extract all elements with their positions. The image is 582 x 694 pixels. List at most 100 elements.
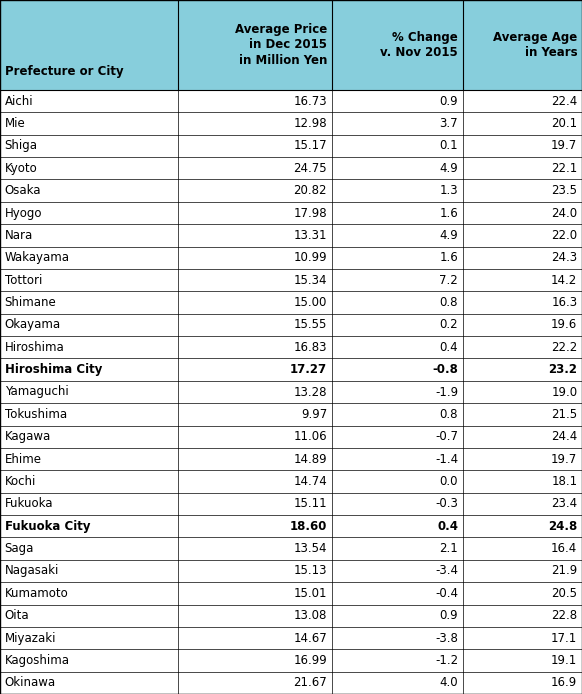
Text: 1.6: 1.6 (439, 207, 458, 219)
Text: 0.8: 0.8 (439, 296, 458, 309)
Text: 12.98: 12.98 (293, 117, 327, 130)
Text: -1.2: -1.2 (435, 654, 458, 667)
Text: 16.83: 16.83 (293, 341, 327, 354)
Text: 19.0: 19.0 (551, 385, 577, 398)
Text: Shimane: Shimane (5, 296, 56, 309)
Text: 14.89: 14.89 (293, 452, 327, 466)
Text: -3.8: -3.8 (435, 632, 458, 645)
Text: 19.7: 19.7 (551, 139, 577, 153)
Text: -1.9: -1.9 (435, 385, 458, 398)
Text: 14.67: 14.67 (293, 632, 327, 645)
Text: Average Price
in Dec 2015
in Million Yen: Average Price in Dec 2015 in Million Yen (235, 24, 327, 67)
Text: 23.5: 23.5 (551, 184, 577, 197)
Text: Wakayama: Wakayama (5, 251, 70, 264)
Text: Oita: Oita (5, 609, 29, 623)
Text: 15.55: 15.55 (294, 319, 327, 332)
Text: Okinawa: Okinawa (5, 677, 56, 689)
Text: Average Age
in Years: Average Age in Years (493, 31, 577, 59)
Text: 23.4: 23.4 (551, 498, 577, 510)
Text: 13.54: 13.54 (293, 542, 327, 555)
Text: 20.5: 20.5 (551, 587, 577, 600)
Text: 19.6: 19.6 (551, 319, 577, 332)
Text: Miyazaki: Miyazaki (5, 632, 56, 645)
Text: 18.60: 18.60 (290, 520, 327, 533)
Text: Kyoto: Kyoto (5, 162, 37, 175)
Text: 0.1: 0.1 (439, 139, 458, 153)
Text: 7.2: 7.2 (439, 273, 458, 287)
Text: 15.34: 15.34 (293, 273, 327, 287)
Text: 24.4: 24.4 (551, 430, 577, 443)
Text: 1.3: 1.3 (439, 184, 458, 197)
Text: Okayama: Okayama (5, 319, 61, 332)
Text: 15.17: 15.17 (293, 139, 327, 153)
Text: Kagoshima: Kagoshima (5, 654, 70, 667)
Text: Tokushima: Tokushima (5, 408, 67, 421)
Text: 21.5: 21.5 (551, 408, 577, 421)
Text: 0.8: 0.8 (439, 408, 458, 421)
Text: 24.0: 24.0 (551, 207, 577, 219)
Text: 16.99: 16.99 (293, 654, 327, 667)
Text: 21.67: 21.67 (293, 677, 327, 689)
Text: 19.7: 19.7 (551, 452, 577, 466)
Text: 20.82: 20.82 (293, 184, 327, 197)
Text: 14.2: 14.2 (551, 273, 577, 287)
Text: Kochi: Kochi (5, 475, 36, 488)
Text: 15.13: 15.13 (293, 564, 327, 577)
Text: Yamaguchi: Yamaguchi (5, 385, 69, 398)
Text: 17.98: 17.98 (293, 207, 327, 219)
Text: Hiroshima: Hiroshima (5, 341, 65, 354)
Text: -0.3: -0.3 (435, 498, 458, 510)
Text: Nara: Nara (5, 229, 33, 242)
Text: 4.9: 4.9 (439, 162, 458, 175)
Text: 20.1: 20.1 (551, 117, 577, 130)
Text: 1.6: 1.6 (439, 251, 458, 264)
Text: 16.73: 16.73 (293, 94, 327, 108)
Text: 16.9: 16.9 (551, 677, 577, 689)
Text: Osaka: Osaka (5, 184, 41, 197)
Text: 3.7: 3.7 (439, 117, 458, 130)
Text: 22.4: 22.4 (551, 94, 577, 108)
Text: 18.1: 18.1 (551, 475, 577, 488)
Text: Prefecture or City: Prefecture or City (5, 65, 123, 78)
Text: 15.01: 15.01 (293, 587, 327, 600)
Text: Kagawa: Kagawa (5, 430, 51, 443)
Text: Nagasaki: Nagasaki (5, 564, 59, 577)
Text: -3.4: -3.4 (435, 564, 458, 577)
Text: 9.97: 9.97 (301, 408, 327, 421)
Text: Mie: Mie (5, 117, 26, 130)
Text: Tottori: Tottori (5, 273, 42, 287)
Text: 15.11: 15.11 (293, 498, 327, 510)
Text: 11.06: 11.06 (293, 430, 327, 443)
Text: 4.9: 4.9 (439, 229, 458, 242)
Text: 0.4: 0.4 (439, 341, 458, 354)
Text: 16.3: 16.3 (551, 296, 577, 309)
Text: 10.99: 10.99 (293, 251, 327, 264)
Text: Fukuoka: Fukuoka (5, 498, 53, 510)
Text: 21.9: 21.9 (551, 564, 577, 577)
Text: 24.75: 24.75 (293, 162, 327, 175)
Text: 0.9: 0.9 (439, 609, 458, 623)
Text: Ehime: Ehime (5, 452, 42, 466)
Text: 4.0: 4.0 (439, 677, 458, 689)
Text: -1.4: -1.4 (435, 452, 458, 466)
Text: % Change
v. Nov 2015: % Change v. Nov 2015 (380, 31, 458, 59)
Text: 15.00: 15.00 (294, 296, 327, 309)
Text: 13.28: 13.28 (293, 385, 327, 398)
Text: 0.2: 0.2 (439, 319, 458, 332)
Text: 24.3: 24.3 (551, 251, 577, 264)
Text: Hyogo: Hyogo (5, 207, 42, 219)
Text: 17.1: 17.1 (551, 632, 577, 645)
Text: 2.1: 2.1 (439, 542, 458, 555)
Text: 17.27: 17.27 (290, 363, 327, 376)
Text: -0.8: -0.8 (432, 363, 458, 376)
Bar (0, 0, 582, 90)
Text: Aichi: Aichi (5, 94, 33, 108)
Text: 22.8: 22.8 (551, 609, 577, 623)
Text: Hiroshima City: Hiroshima City (5, 363, 102, 376)
Text: 22.1: 22.1 (551, 162, 577, 175)
Text: 13.08: 13.08 (294, 609, 327, 623)
Text: 22.2: 22.2 (551, 341, 577, 354)
Text: 24.8: 24.8 (548, 520, 577, 533)
Text: 19.1: 19.1 (551, 654, 577, 667)
Text: 22.0: 22.0 (551, 229, 577, 242)
